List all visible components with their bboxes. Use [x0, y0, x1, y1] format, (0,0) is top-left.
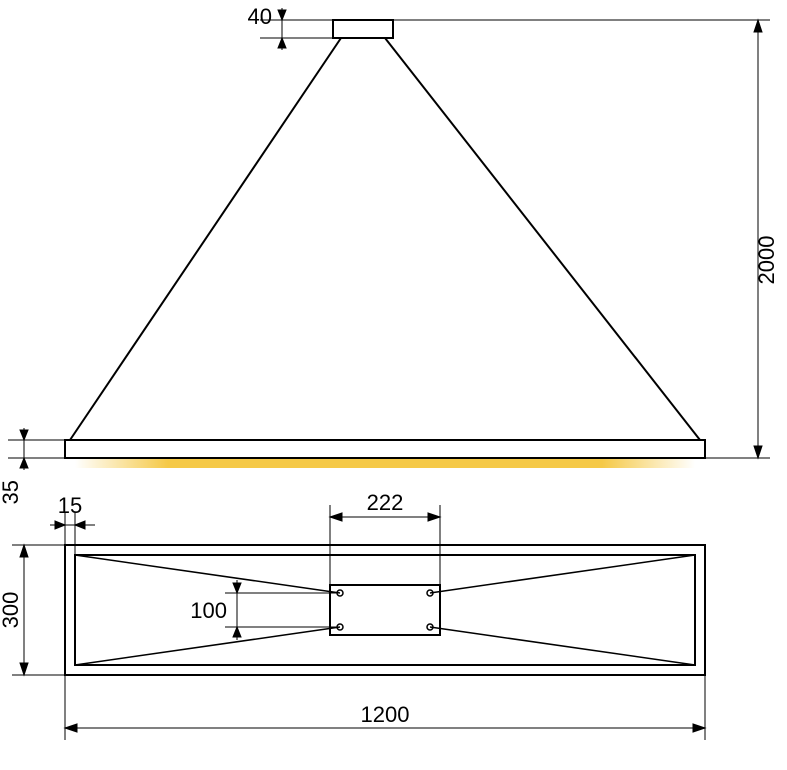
technical-drawing: 40 2000 35 — [0, 0, 787, 770]
top-view: 15 222 100 300 — [0, 490, 705, 740]
top-outer — [65, 545, 705, 675]
top-cable — [430, 627, 695, 665]
light-bar — [65, 440, 705, 458]
top-inner — [75, 555, 695, 665]
dim-1200-label: 1200 — [361, 702, 410, 727]
dim-2000 — [393, 20, 770, 458]
side-view: 40 2000 35 — [0, 4, 779, 504]
dim-100 — [225, 580, 337, 640]
dim-222-label: 222 — [367, 490, 404, 515]
top-cable — [430, 555, 695, 593]
dim-300-label: 300 — [0, 592, 23, 629]
dim-35-label: 35 — [0, 480, 23, 504]
dim-100-label: 100 — [190, 598, 227, 623]
dim-40-label: 40 — [248, 4, 272, 29]
dim-15 — [50, 513, 95, 555]
cable-left — [70, 38, 341, 440]
mount-plate — [330, 585, 440, 635]
dim-15-label: 15 — [58, 493, 82, 518]
dim-35 — [8, 428, 65, 470]
top-cable — [75, 627, 340, 665]
top-cable — [75, 555, 340, 593]
light-glow — [75, 458, 695, 468]
canopy — [333, 20, 393, 38]
cable-right — [385, 38, 700, 440]
dim-2000-label: 2000 — [754, 236, 779, 285]
